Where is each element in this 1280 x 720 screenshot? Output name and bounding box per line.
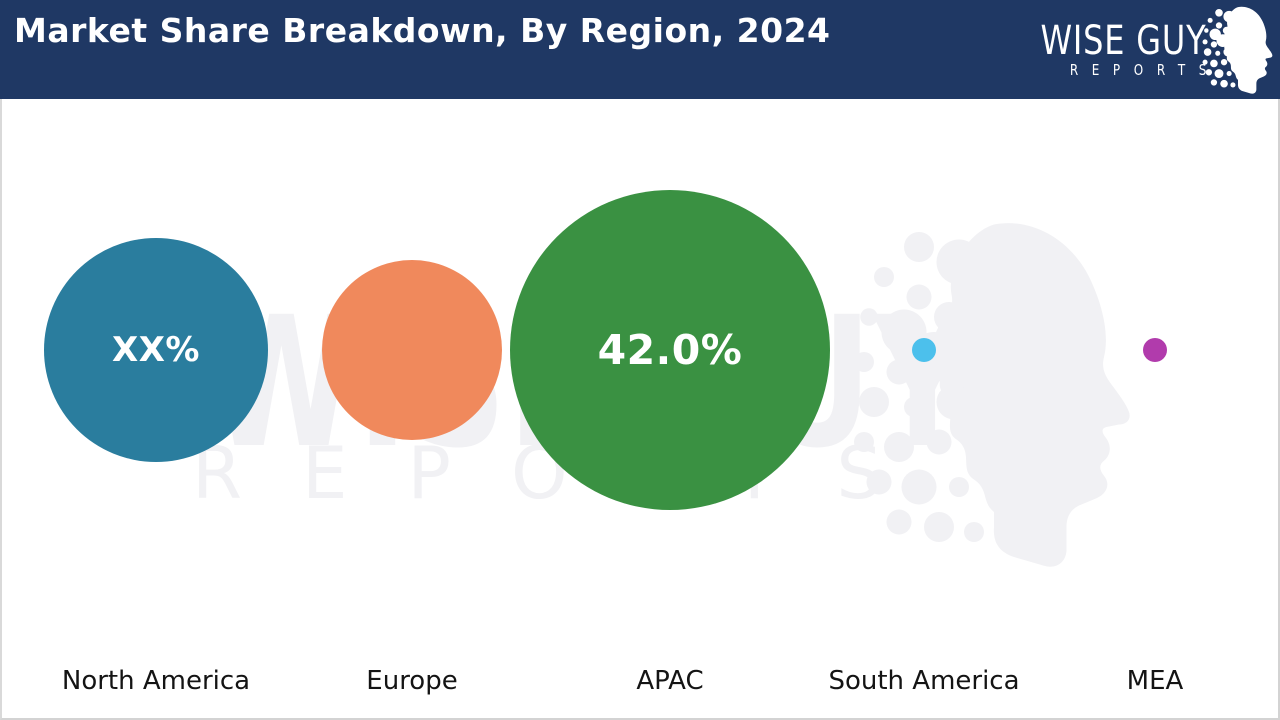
category-label-south-america: South America <box>828 666 1020 696</box>
header-bar: Market Share Breakdown, By Region, 2024 … <box>0 0 1280 99</box>
logo-text: WISE GUY REPORTS <box>1040 20 1206 79</box>
category-labels: North America Europe APAC South America MEA <box>2 99 1278 718</box>
bubble-north-america: XX% <box>44 238 268 462</box>
wise-guy-logo: WISE GUY REPORTS <box>999 2 1276 96</box>
logo-wordmark: WISE GUY <box>1040 17 1206 64</box>
page-title: Market Share Breakdown, By Region, 2024 <box>14 11 831 50</box>
logo-subtitle: REPORTS <box>1069 60 1220 79</box>
logo-head-icon <box>1200 5 1276 94</box>
chart-area: WISE GUY REPORTS XX%42.0% North AmericaE… <box>0 99 1280 720</box>
category-label-apac: APAC <box>636 666 704 696</box>
category-label-europe: Europe <box>366 666 458 696</box>
category-label-mea: MEA <box>1126 666 1184 696</box>
bubble-apac: 42.0% <box>510 190 830 510</box>
bubble-europe <box>322 260 502 440</box>
bubble-mea <box>1143 338 1167 362</box>
category-label-north-america: North America <box>61 666 251 696</box>
